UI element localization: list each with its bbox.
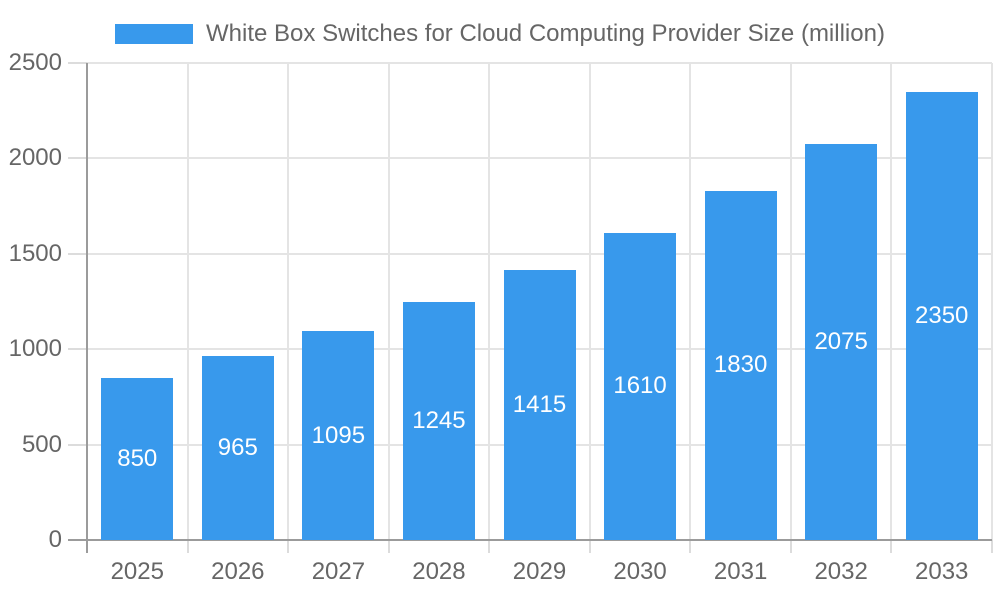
bar-2025[interactable] xyxy=(101,377,174,540)
x-tick-mark xyxy=(689,540,692,553)
v-gridline xyxy=(991,63,993,540)
bar-value-label: 850 xyxy=(117,444,158,472)
x-tick-mark xyxy=(287,540,290,553)
x-tick-label: 2033 xyxy=(915,558,969,585)
h-gridline xyxy=(87,62,992,64)
x-tick-mark xyxy=(488,540,491,553)
x-tick-label: 2031 xyxy=(713,558,768,585)
bar-value-label: 1830 xyxy=(713,351,768,379)
v-gridline xyxy=(689,63,692,540)
y-tick-label: 2000 xyxy=(8,144,62,172)
bar-value-label: 1415 xyxy=(512,391,567,418)
bar-2026[interactable] xyxy=(201,355,274,540)
bar-value-label: 965 xyxy=(217,433,258,461)
bar-value-label: 1095 xyxy=(311,421,366,449)
bar-2029[interactable] xyxy=(503,270,576,540)
y-tick-label: 2500 xyxy=(8,49,62,76)
v-gridline xyxy=(387,63,390,540)
bar-2032[interactable] xyxy=(805,144,878,540)
y-tick-label: 0 xyxy=(48,526,62,553)
x-tick-label: 2027 xyxy=(311,558,366,585)
x-tick-label: 2026 xyxy=(211,558,265,585)
x-tick-mark xyxy=(186,540,189,553)
x-tick-label: 2030 xyxy=(613,558,667,585)
bar-2030[interactable] xyxy=(604,232,677,540)
y-tick-mark xyxy=(68,443,87,446)
y-tick-mark xyxy=(68,348,87,351)
x-tick-mark xyxy=(789,540,792,553)
x-tick-label: 2029 xyxy=(512,558,567,585)
y-tick-label: 500 xyxy=(21,430,62,458)
y-tick-mark xyxy=(68,157,87,160)
bar-value-label: 1245 xyxy=(412,407,466,435)
h-gridline xyxy=(87,252,992,255)
x-tick-mark xyxy=(991,540,993,553)
x-tick-mark xyxy=(387,540,390,553)
h-gridline xyxy=(87,157,992,160)
x-axis-line xyxy=(68,539,992,541)
legend-swatch xyxy=(115,24,194,44)
bar-2031[interactable] xyxy=(704,190,777,540)
x-tick-mark xyxy=(588,540,591,553)
y-tick-label: 1000 xyxy=(8,335,62,363)
v-gridline xyxy=(890,63,893,540)
v-gridline xyxy=(789,63,792,540)
v-gridline xyxy=(287,63,290,540)
v-gridline xyxy=(488,63,491,540)
bar-value-label: 1610 xyxy=(613,372,667,400)
x-tick-label: 2032 xyxy=(814,558,868,585)
y-tick-label: 1500 xyxy=(8,239,62,267)
y-axis-line xyxy=(86,63,88,553)
x-tick-mark xyxy=(890,540,893,553)
x-tick-label: 2025 xyxy=(110,558,164,585)
y-tick-mark xyxy=(68,252,87,255)
bar-value-label: 2075 xyxy=(814,328,868,356)
x-tick-label: 2028 xyxy=(412,558,466,585)
v-gridline xyxy=(186,63,189,540)
bar-2028[interactable] xyxy=(402,302,475,540)
bar-value-label: 2350 xyxy=(915,301,969,329)
bar-2027[interactable] xyxy=(302,331,375,540)
legend-label: White Box Switches for Cloud Computing P… xyxy=(206,20,885,47)
v-gridline xyxy=(588,63,591,540)
legend: White Box Switches for Cloud Computing P… xyxy=(0,20,1000,48)
y-tick-mark xyxy=(68,62,87,64)
bar-2033[interactable] xyxy=(905,91,978,540)
legend-item[interactable]: White Box Switches for Cloud Computing P… xyxy=(115,20,885,48)
